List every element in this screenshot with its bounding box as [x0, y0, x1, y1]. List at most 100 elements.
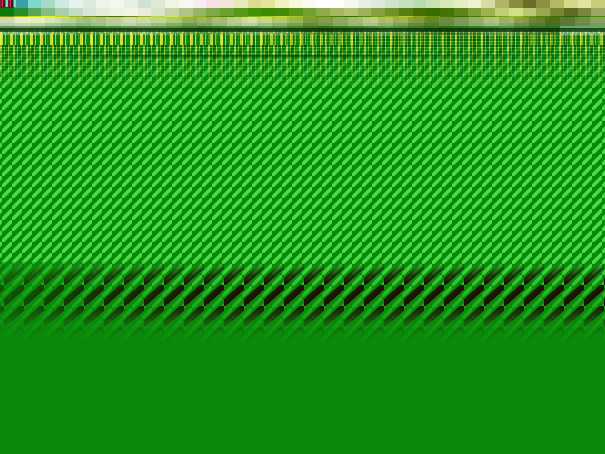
corrupt-macroblock-r3-c19	[247, 15, 262, 24]
corrupt-macroblock-r4-c43	[577, 23, 592, 31]
corrupt-macroblock-r1-c15	[192, 0, 207, 8]
corrupt-macroblock-r2-c36	[481, 7, 495, 16]
corrupt-macroblock-r1-c20	[261, 0, 275, 8]
corrupt-overlay-block-r1-c40	[589, 17, 605, 26]
corrupt-overlay-block-r2-c25	[363, 26, 379, 35]
corrupt-overlay-block-r2-c39	[574, 26, 590, 35]
corrupt-macroblock-r3-c10	[123, 15, 138, 24]
corrupt-macroblock-r3-c30	[398, 15, 413, 24]
dark-slash-band	[0, 262, 605, 342]
corrupt-overlay-block-r1-c7	[90, 17, 106, 26]
corrupt-macroblock-r2-c25	[330, 7, 344, 16]
corrupt-macroblock-r4-c34	[453, 23, 468, 31]
corrupt-macroblock-r2-c33	[440, 7, 454, 16]
corrupt-macroblock-r2-c26	[343, 7, 358, 16]
corrupt-macroblock-r2-c43	[577, 7, 592, 16]
corrupt-macroblock-r1-c31	[412, 0, 427, 8]
corrupt-macroblock-r4-c3	[27, 23, 42, 31]
corrupt-macroblock-r4-c7	[82, 23, 97, 31]
corrupt-overlay-block-r1-c37	[544, 17, 560, 26]
corrupt-macroblock-r3-c20	[261, 15, 275, 24]
corrupt-macroblock-r4-c27	[357, 23, 372, 31]
corrupt-overlay-block-r2-c2	[15, 26, 31, 35]
corrupt-macroblock-r2-c17	[220, 7, 234, 16]
corrupt-overlay-block-r1-c31	[453, 17, 469, 26]
corrupt-overlay-block-r2-c32	[468, 26, 484, 35]
corrupt-macroblock-r2-c19	[247, 7, 262, 16]
corrupt-overlay-block-r1-c36	[529, 17, 545, 26]
corrupt-overlay-block-r2-c9	[121, 26, 137, 35]
corrupt-overlay-block-r1-c15	[211, 17, 227, 26]
corrupt-macroblock-r2-c12	[151, 7, 165, 16]
corrupt-macroblock-r2-c39	[522, 7, 537, 16]
corrupt-macroblock-r2-c13	[165, 7, 179, 16]
corrupt-macroblock-r1-c35	[467, 0, 482, 8]
corrupt-macroblock-r3-c37	[495, 15, 509, 24]
corrupt-macroblock-r3-c42	[563, 15, 578, 24]
corrupt-macroblock-r1-c5	[55, 0, 69, 8]
corrupt-macroblock-r3-c7	[82, 15, 97, 24]
corrupt-overlay-block-r1-c23	[332, 17, 348, 26]
corrupt-macroblock-r4-c1	[0, 23, 14, 31]
corrupt-macroblock-r2-c21	[275, 7, 289, 16]
corrupt-macroblock-r2-c20	[261, 7, 275, 16]
scan-seam-primary	[0, 28, 605, 32]
corrupt-overlay-block-r1-c22	[317, 17, 333, 26]
corrupt-macroblock-r4-c35	[467, 23, 482, 31]
corrupt-overlay-block-r2-c16	[226, 26, 242, 35]
corrupt-overlay-block-r1-c4	[45, 17, 61, 26]
corrupt-overlay-block-r2-c29	[423, 26, 439, 35]
corrupt-macroblock-r3-c40	[536, 15, 550, 24]
corrupt-overlay-block-r1-c17	[242, 17, 258, 26]
corrupt-macroblock-r1-c17	[220, 0, 234, 8]
corrupt-macroblock-r1-c43	[577, 0, 592, 8]
corrupt-macroblock-r4-c15	[192, 23, 207, 31]
corrupt-overlay-block-r2-c17	[242, 26, 258, 35]
corrupt-macroblock-r2-c11	[137, 7, 152, 16]
corrupt-macroblock-r4-c16	[206, 23, 220, 31]
corrupt-macroblock-r2-c32	[426, 7, 440, 16]
corrupt-overlay-block-r2-c22	[317, 26, 333, 35]
corrupt-macroblock-r4-c38	[508, 23, 523, 31]
corrupt-macroblock-r1-c3	[27, 0, 42, 8]
corrupt-macroblock-r2-c10	[123, 7, 138, 16]
corrupt-macroblock-r4-c39	[522, 23, 537, 31]
corrupt-overlay-block-r2-c4	[45, 26, 61, 35]
corrupt-overlay-block-r2-c11	[151, 26, 167, 35]
corrupt-macroblock-r3-c23	[302, 15, 317, 24]
corrupt-macroblock-r1-c40	[536, 0, 550, 8]
corrupt-macroblock-r3-c12	[151, 15, 165, 24]
corrupt-overlay-block-r1-c25	[363, 17, 379, 26]
corrupt-macroblock-r4-c24	[316, 23, 330, 31]
corrupt-overlay-block-r2-c26	[378, 26, 394, 35]
corrupt-macroblock-r4-c33	[440, 23, 454, 31]
corrupt-macroblock-r1-c14	[178, 0, 193, 8]
corrupt-overlay-block-r2-c13	[181, 26, 197, 35]
corrupt-macroblock-r1-c22	[288, 0, 303, 8]
corrupt-overlay-block-r2-c15	[211, 26, 227, 35]
corrupt-macroblock-r4-c9	[110, 23, 124, 31]
corrupt-macroblock-r2-c7	[82, 7, 97, 16]
corrupt-macroblock-r1-c18	[233, 0, 248, 8]
corrupt-macroblock-r2-c24	[316, 7, 330, 16]
corrupt-macroblock-r4-c44	[591, 23, 605, 31]
corrupt-overlay-block-r2-c3	[30, 26, 46, 35]
corrupt-macroblock-r4-c22	[288, 23, 303, 31]
noise-transition-band	[0, 30, 605, 90]
corrupt-macroblock-r1-c34	[453, 0, 468, 8]
corrupt-macroblock-r4-c40	[536, 23, 550, 31]
corrupt-macroblock-r3-c5	[55, 15, 69, 24]
corrupt-overlay-block-r1-c28	[408, 17, 424, 26]
corrupt-overlay-block-r1-c16	[226, 17, 242, 26]
corrupt-overlay-block-r1-c20	[287, 17, 303, 26]
corrupt-macroblock-r4-c32	[426, 23, 440, 31]
corrupt-overlay-block-r2-c14	[196, 26, 212, 35]
corrupt-overlay-block-r1-c8	[105, 17, 121, 26]
corrupt-macroblock-r1-c42	[563, 0, 578, 8]
corrupt-macroblock-r2-c28	[371, 7, 385, 16]
corrupt-overlay-block-r2-c38	[559, 26, 575, 35]
corrupt-macroblock-r1-c36	[481, 0, 495, 8]
corrupt-macroblock-r1-c9	[110, 0, 124, 8]
corrupt-macroblock-r2-c30	[398, 7, 413, 16]
corrupt-overlay-block-r2-c20	[287, 26, 303, 35]
